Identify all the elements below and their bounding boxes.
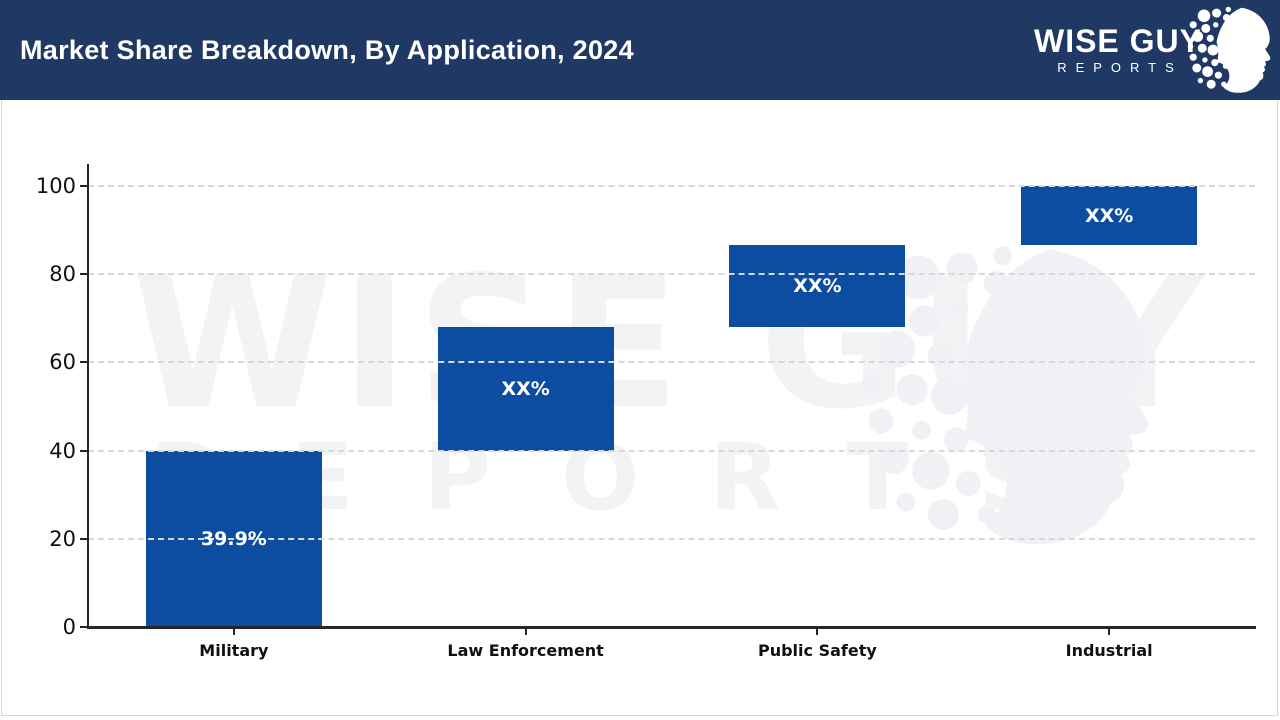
gridline (88, 537, 1255, 540)
bar-law-enforcement (437, 327, 614, 452)
y-tick-mark (80, 537, 88, 540)
header: Market Share Breakdown, By Application, … (0, 0, 1280, 100)
y-tick-mark (80, 361, 88, 364)
logo-text: WISE GUY REPORTS (1034, 25, 1202, 75)
y-axis-line (87, 164, 89, 629)
y-tick-label: 20 (49, 526, 76, 551)
bar-public-safety (729, 245, 906, 328)
logo-head-icon (1187, 6, 1271, 93)
gridline (88, 273, 1255, 276)
x-axis-label: Public Safety (757, 641, 877, 660)
logo-brand-subtitle: REPORTS (1057, 59, 1183, 75)
x-tick-mark (232, 627, 235, 635)
bar-industrial (1021, 186, 1198, 246)
logo-brand-name: WISE GUY (1033, 23, 1202, 60)
y-tick-mark (80, 626, 88, 628)
x-axis-label: Industrial (1065, 641, 1153, 660)
y-tick-label: 100 (35, 174, 76, 198)
y-tick-label: 80 (49, 262, 76, 287)
gridline (88, 449, 1255, 452)
y-tick-mark (80, 185, 88, 187)
page-title: Market Share Breakdown, By Application, … (20, 34, 634, 65)
bar-value-label: XX% (1084, 204, 1134, 227)
x-axis-label: Military (199, 641, 269, 660)
x-tick-mark (816, 627, 819, 635)
bar-value-label: 39.9% (200, 528, 267, 551)
wise-guy-logo: WISE GUY REPORTS (1034, 5, 1276, 95)
y-tick-label: 40 (49, 438, 76, 463)
x-tick-mark (524, 627, 527, 635)
y-tick-mark (80, 449, 88, 452)
x-axis-line (87, 626, 1256, 629)
bar-value-label: XX% (793, 275, 842, 298)
y-tick-label: 0 (62, 615, 76, 639)
bar-value-label: XX% (501, 378, 550, 401)
gridline (88, 185, 1255, 187)
x-tick-mark (1108, 627, 1111, 635)
y-tick-label: 60 (49, 350, 76, 375)
y-tick-mark (80, 273, 88, 276)
x-axis-label: Law Enforcement (447, 641, 604, 660)
gridline (88, 361, 1255, 364)
